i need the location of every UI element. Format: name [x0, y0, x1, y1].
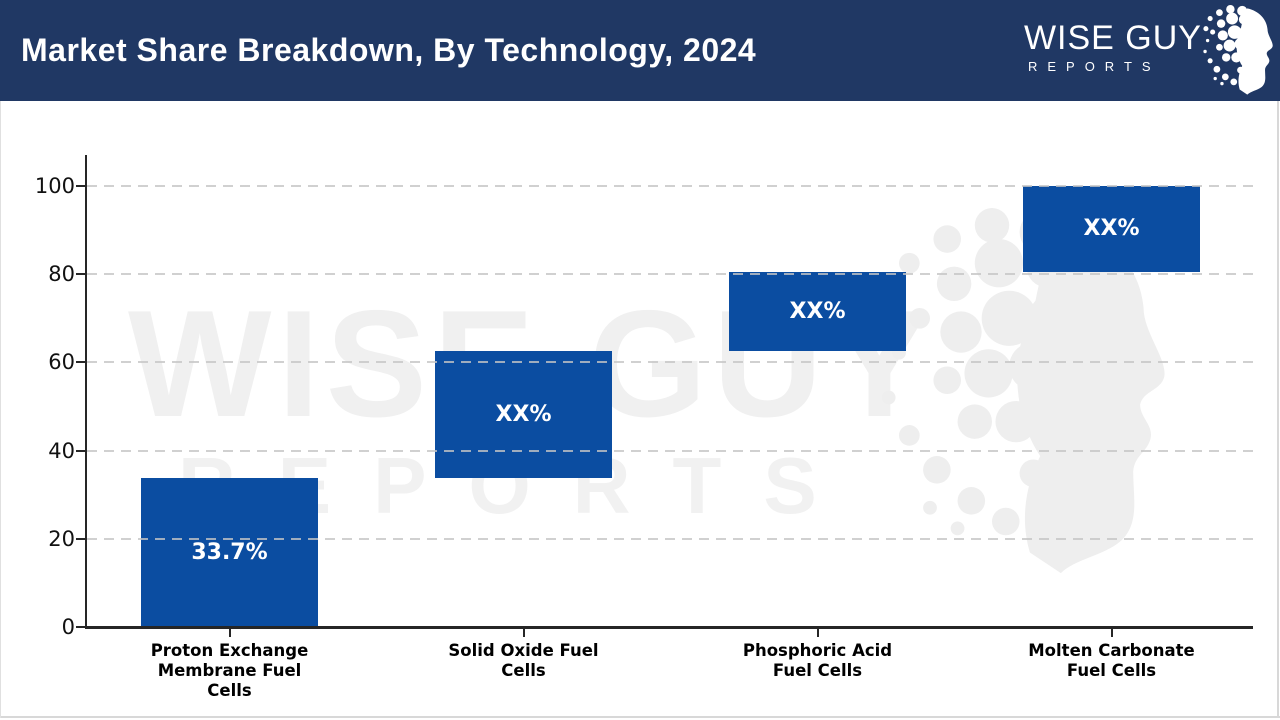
y-tick-mark [76, 537, 85, 540]
y-tick-mark [76, 626, 85, 628]
y-tick-label: 60 [48, 350, 75, 375]
x-axis-spine [85, 626, 1253, 629]
wiseguy-logo: WISE GUY REPORTS [1022, 0, 1273, 101]
x-tick-mark [228, 629, 231, 637]
y-tick-mark [76, 449, 85, 452]
y-tick-label: 100 [34, 174, 75, 198]
page-left-border [0, 101, 1, 718]
x-tick-mark [522, 629, 525, 637]
y-axis-spine [85, 155, 87, 628]
y-tick-mark [76, 361, 85, 364]
gridline [87, 273, 1253, 276]
gridline [87, 449, 1253, 452]
y-tick-label: 40 [48, 438, 75, 463]
x-tick-mark [816, 629, 819, 637]
bar-value-label: 33.7% [191, 540, 268, 566]
wiseguy-head-icon [1203, 5, 1273, 95]
x-category-label: Phosphoric Acid Fuel Cells [742, 641, 893, 680]
y-tick-label: 80 [48, 262, 75, 287]
logo-subtitle: REPORTS [1027, 59, 1161, 74]
y-tick-label: 0 [61, 615, 75, 639]
logo-text: WISE GUY REPORTS [1024, 20, 1202, 74]
page-title: Market Share Breakdown, By Technology, 2… [21, 32, 757, 68]
gridline [87, 537, 1253, 540]
bar-2: XX% [435, 351, 612, 479]
x-tick-mark [1110, 629, 1113, 637]
x-category-label: Solid Oxide Fuel Cells [448, 641, 599, 680]
gridline [87, 361, 1253, 364]
bar-3: XX% [729, 271, 906, 352]
bar-4: XX% [1023, 186, 1200, 272]
y-tick-mark [76, 185, 85, 187]
page-bottom-border [0, 716, 1280, 718]
x-category-label: Proton Exchange Membrane Fuel Cells [150, 641, 309, 700]
y-tick-label: 20 [48, 526, 75, 551]
logo-wordmark: WISE GUY [1023, 19, 1202, 57]
x-category-label: Molten Carbonate Fuel Cells [1028, 641, 1195, 680]
header-banner: Market Share Breakdown, By Technology, 2… [0, 0, 1280, 101]
bar-1: 33.7% [141, 478, 318, 627]
y-tick-mark [76, 273, 85, 276]
page-right-border [1277, 101, 1279, 718]
bar-value-label: XX% [495, 402, 552, 428]
bar-value-label: XX% [789, 299, 846, 325]
watermark-head-icon [881, 208, 1165, 574]
bar-value-label: XX% [1083, 216, 1140, 242]
gridline [87, 185, 1253, 187]
